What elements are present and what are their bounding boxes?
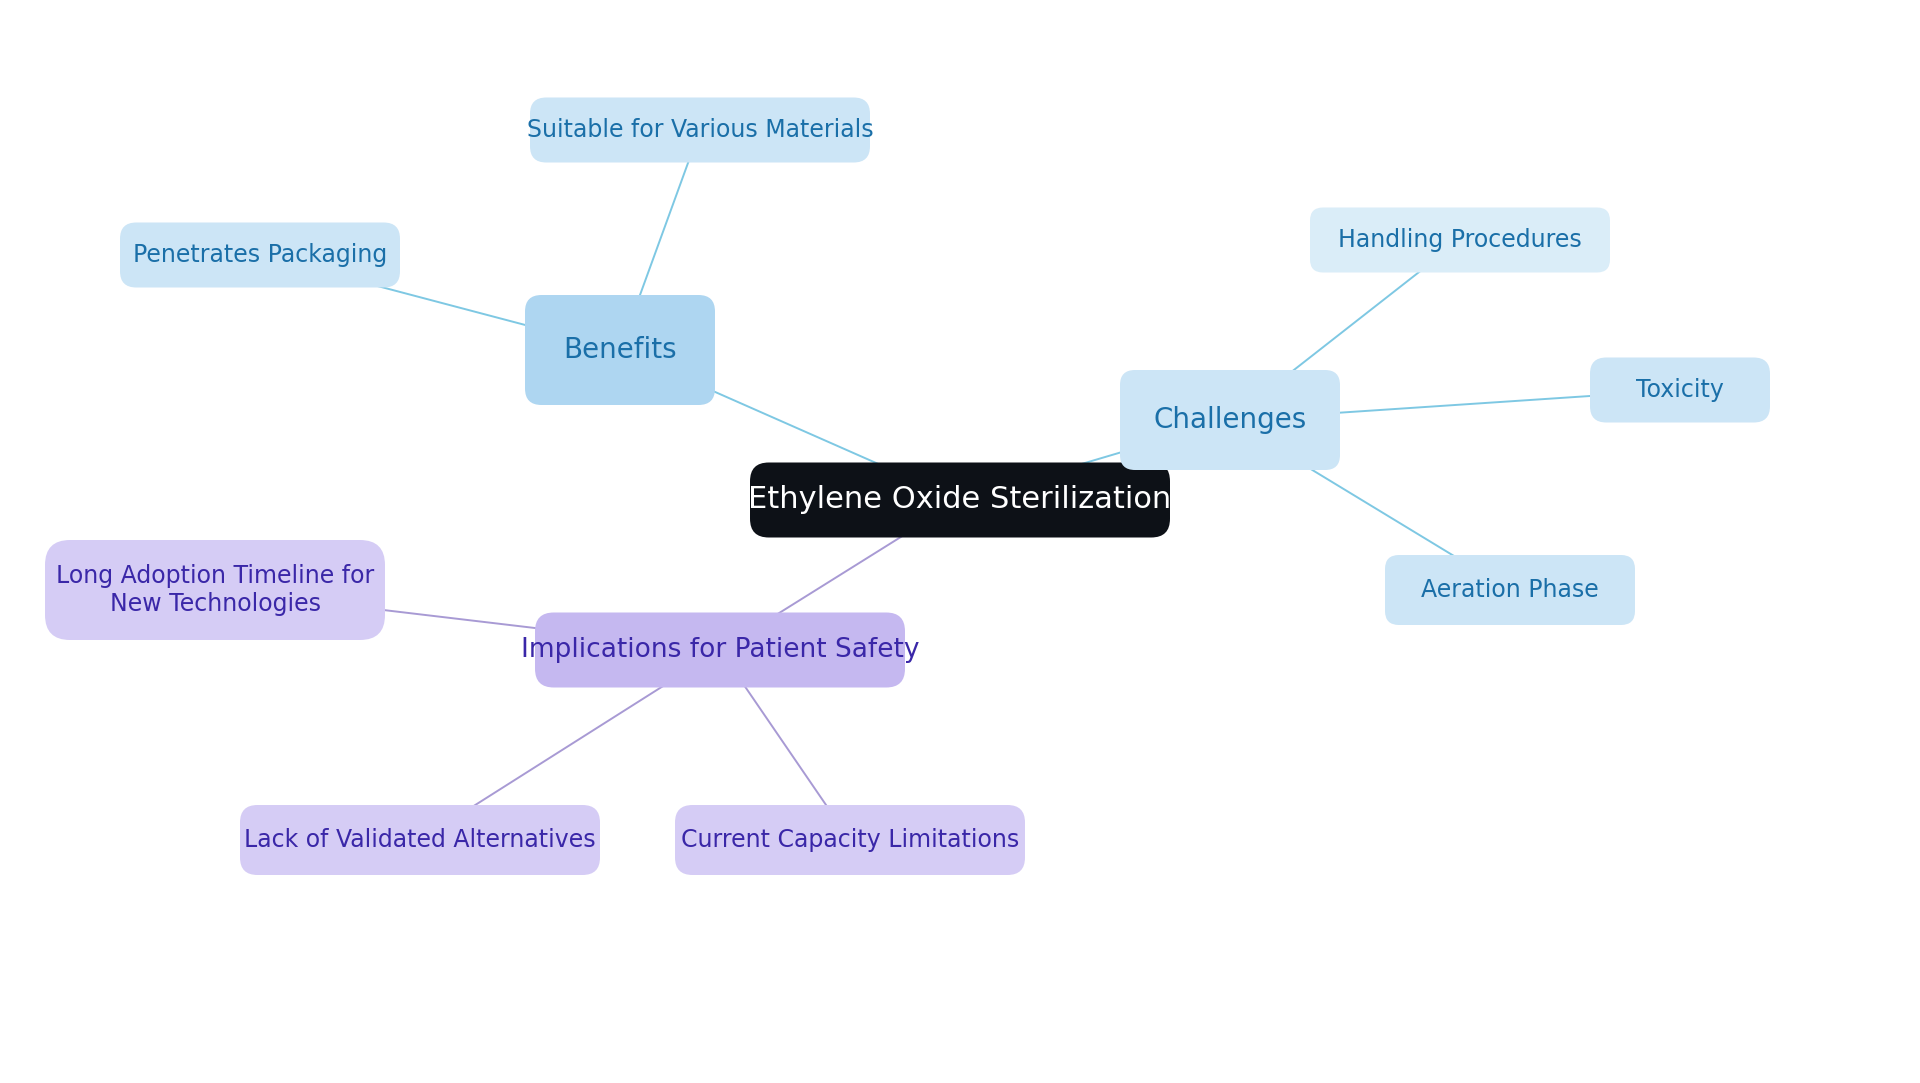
FancyBboxPatch shape (524, 295, 714, 405)
Text: Lack of Validated Alternatives: Lack of Validated Alternatives (244, 828, 595, 852)
Text: Aeration Phase: Aeration Phase (1421, 578, 1599, 602)
FancyBboxPatch shape (119, 222, 399, 287)
FancyBboxPatch shape (240, 805, 599, 875)
Text: Handling Procedures: Handling Procedures (1338, 229, 1582, 252)
FancyBboxPatch shape (1119, 370, 1340, 470)
Text: Long Adoption Timeline for
New Technologies: Long Adoption Timeline for New Technolog… (56, 564, 374, 616)
FancyBboxPatch shape (1309, 208, 1611, 273)
Text: Toxicity: Toxicity (1636, 378, 1724, 402)
FancyBboxPatch shape (676, 805, 1025, 875)
Text: Penetrates Packaging: Penetrates Packaging (132, 243, 388, 268)
Text: Implications for Patient Safety: Implications for Patient Safety (520, 637, 920, 663)
Text: Current Capacity Limitations: Current Capacity Limitations (682, 828, 1020, 852)
FancyBboxPatch shape (530, 97, 870, 162)
Text: Suitable for Various Materials: Suitable for Various Materials (526, 118, 874, 142)
FancyBboxPatch shape (1384, 554, 1636, 625)
FancyBboxPatch shape (751, 462, 1169, 537)
FancyBboxPatch shape (536, 613, 904, 688)
FancyBboxPatch shape (1590, 357, 1770, 422)
Text: Ethylene Oxide Sterilization: Ethylene Oxide Sterilization (749, 485, 1171, 514)
FancyBboxPatch shape (44, 540, 386, 640)
Text: Benefits: Benefits (563, 336, 678, 364)
Text: Challenges: Challenges (1154, 406, 1308, 434)
